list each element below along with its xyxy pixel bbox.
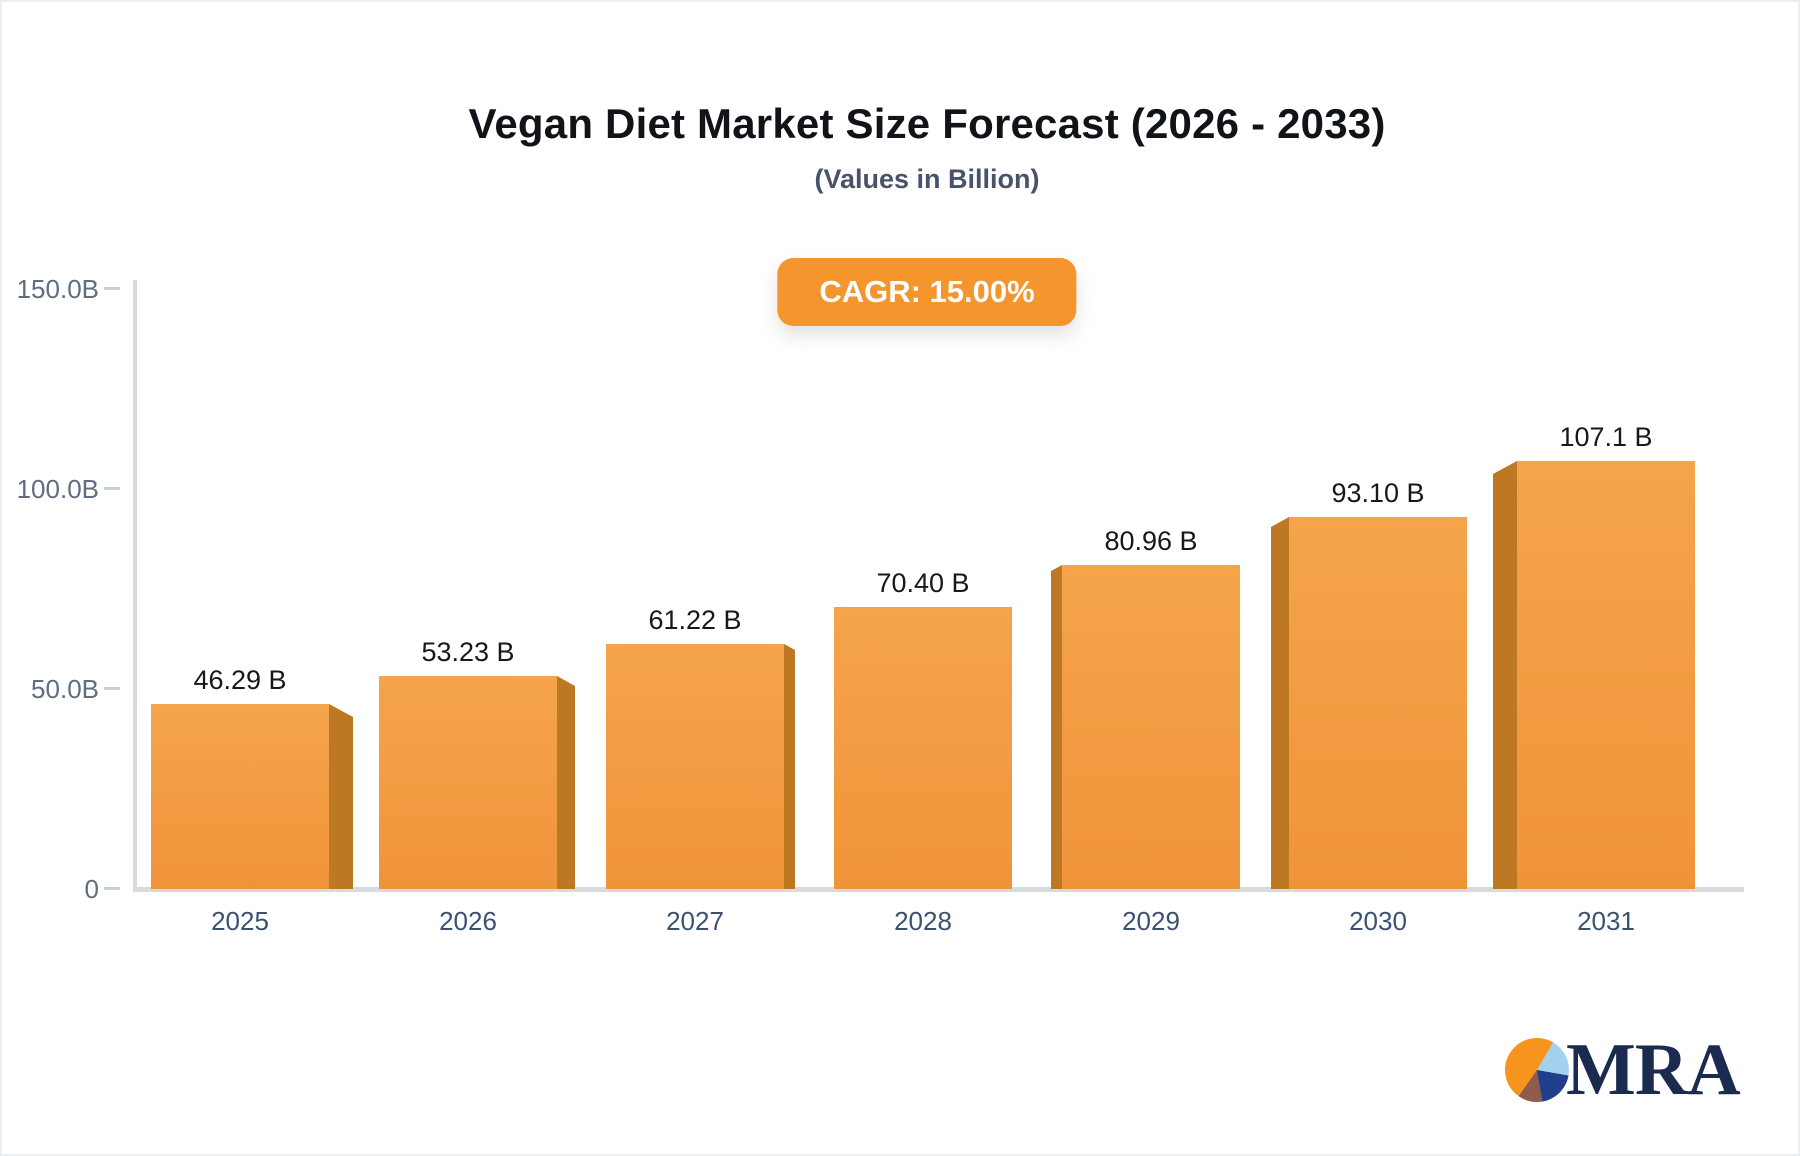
bar-side-face-2031 bbox=[1493, 461, 1517, 889]
bar-side-face-2029 bbox=[1051, 565, 1062, 889]
mra-logo-text: MRA bbox=[1566, 1029, 1741, 1111]
x-axis-label-2028: 2028 bbox=[894, 906, 952, 936]
bar-value-label-2030: 93.10 B bbox=[1331, 478, 1425, 508]
y-tick-mark bbox=[104, 487, 120, 490]
bar-side-face-2030 bbox=[1271, 517, 1289, 889]
bar-value-label-2027: 61.22 B bbox=[648, 605, 742, 635]
y-tick-mark bbox=[104, 287, 120, 290]
cagr-badge: CAGR: 15.00% bbox=[777, 258, 1077, 326]
pie-chart-logo-icon bbox=[1505, 1038, 1569, 1102]
y-tick-label: 100.0B bbox=[16, 474, 99, 504]
x-axis-label-2027: 2027 bbox=[666, 906, 724, 936]
bar-value-label-2028: 70.40 B bbox=[876, 568, 970, 598]
bar-2031 bbox=[1517, 461, 1695, 889]
bar-2028 bbox=[834, 607, 1012, 889]
bar-side-face-2027 bbox=[784, 644, 795, 889]
x-axis-line bbox=[133, 887, 1744, 892]
cagr-badge-label: CAGR: 15.00% bbox=[819, 274, 1035, 309]
bar-2029 bbox=[1062, 565, 1240, 889]
x-axis-label-2026: 2026 bbox=[439, 906, 497, 936]
x-axis-label-2025: 2025 bbox=[211, 906, 269, 936]
x-axis-label-2031: 2031 bbox=[1577, 906, 1635, 936]
mra-logo: MRA bbox=[1505, 1029, 1741, 1111]
bar-2026 bbox=[379, 676, 557, 889]
bar-side-face-2026 bbox=[557, 676, 575, 889]
y-tick-label: 0 bbox=[84, 874, 99, 904]
y-tick-label: 150.0B bbox=[16, 274, 99, 304]
chart-title: Vegan Diet Market Size Forecast (2026 - … bbox=[468, 100, 1386, 147]
bar-value-label-2031: 107.1 B bbox=[1559, 422, 1653, 452]
bar-value-label-2025: 46.29 B bbox=[193, 665, 287, 695]
bar-2030 bbox=[1289, 517, 1467, 889]
y-axis-line bbox=[133, 280, 137, 892]
y-tick-mark bbox=[104, 887, 120, 890]
x-axis-label-2030: 2030 bbox=[1349, 906, 1407, 936]
chart-subtitle: (Values in Billion) bbox=[814, 164, 1040, 194]
y-tick-label: 50.0B bbox=[31, 674, 99, 704]
x-axis-label-2029: 2029 bbox=[1122, 906, 1180, 936]
bar-2025 bbox=[151, 704, 329, 889]
y-tick-mark bbox=[104, 687, 120, 690]
bar-value-label-2026: 53.23 B bbox=[421, 637, 515, 667]
bar-2027 bbox=[606, 644, 784, 889]
bar-value-label-2029: 80.96 B bbox=[1104, 526, 1198, 556]
bar-side-face-2025 bbox=[329, 704, 353, 889]
